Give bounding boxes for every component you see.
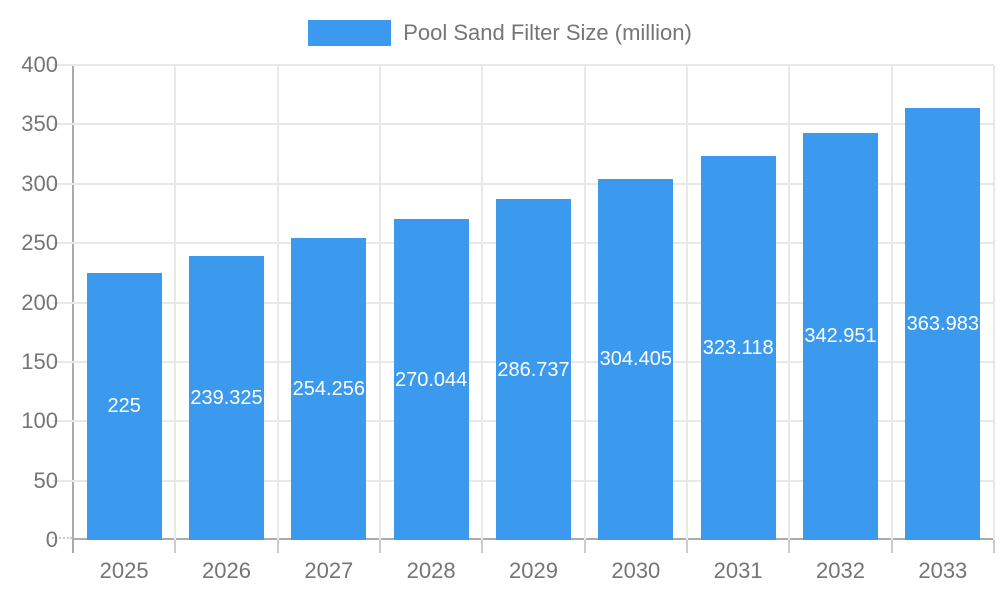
y-axis-line bbox=[72, 65, 74, 553]
x-tick-mark bbox=[276, 540, 279, 553]
y-tick-label: 200 bbox=[21, 289, 58, 315]
x-tick-label: 2029 bbox=[509, 558, 558, 583]
y-tick-label: 150 bbox=[21, 348, 58, 374]
x-tick-mark bbox=[174, 540, 177, 553]
bar-value-label: 342.951 bbox=[804, 325, 877, 348]
gridline-vertical bbox=[890, 65, 893, 540]
x-tick-mark bbox=[788, 540, 791, 553]
gridline-vertical bbox=[379, 65, 381, 540]
gridline-vertical bbox=[686, 65, 688, 540]
bar: 239.325 bbox=[189, 255, 264, 540]
bar-value-label: 239.325 bbox=[190, 386, 263, 409]
x-tick-mark bbox=[686, 540, 688, 553]
y-tick-label: 400 bbox=[21, 52, 58, 77]
y-tick-label: 0 bbox=[45, 527, 58, 552]
bar: 270.044 bbox=[393, 219, 469, 540]
y-tick-label: 300 bbox=[21, 170, 58, 196]
legend-label: Pool Sand Filter Size (million) bbox=[403, 20, 692, 45]
bar-value-label: 323.118 bbox=[702, 337, 774, 360]
x-tick-mark bbox=[379, 540, 381, 553]
x-tick-label: 2028 bbox=[406, 558, 456, 583]
x-tick-mark bbox=[890, 540, 893, 553]
bar: 254.256 bbox=[291, 238, 367, 540]
y-tick-label: 350 bbox=[21, 111, 58, 137]
gridline-horizontal bbox=[53, 64, 994, 66]
zero-tick-leader bbox=[52, 537, 72, 539]
bar-value-label: 225 bbox=[107, 395, 141, 418]
x-tick-label: 2032 bbox=[816, 558, 865, 583]
x-tick-label: 2031 bbox=[713, 558, 763, 583]
bar-value-label: 304.405 bbox=[599, 348, 672, 371]
bar: 323.118 bbox=[700, 156, 776, 540]
x-tick-label: 2026 bbox=[202, 558, 251, 583]
gridline-vertical bbox=[174, 65, 177, 540]
bar-value-label: 363.983 bbox=[906, 312, 979, 335]
x-tick-label: 2030 bbox=[611, 558, 661, 583]
gridline-vertical bbox=[276, 65, 279, 540]
y-tick-label: 50 bbox=[33, 467, 58, 493]
plot-area: 225 239.325 254.256 270.044 286.737 304.405 32… bbox=[52, 64, 995, 553]
x-tick-mark bbox=[583, 540, 586, 553]
x-tick-label: 2025 bbox=[99, 558, 149, 583]
bar: 342.951 bbox=[803, 132, 878, 540]
gridline-horizontal bbox=[53, 182, 994, 185]
x-tick-label: 2027 bbox=[304, 558, 354, 583]
bar: 225 bbox=[86, 272, 162, 540]
y-tick-label: 250 bbox=[21, 230, 58, 256]
x-tick-mark bbox=[993, 540, 995, 553]
bar-value-label: 286.737 bbox=[497, 358, 570, 381]
gridline-vertical bbox=[583, 65, 586, 540]
legend: Pool Sand Filter Size (million) bbox=[0, 17, 1000, 49]
gridline-horizontal bbox=[53, 123, 994, 126]
gridline-vertical bbox=[788, 65, 791, 540]
gridline-vertical bbox=[481, 65, 484, 540]
bar: 286.737 bbox=[496, 199, 571, 540]
bar-value-label: 270.044 bbox=[395, 368, 468, 391]
y-tick-label: 100 bbox=[21, 408, 58, 434]
bar-value-label: 254.256 bbox=[292, 378, 365, 401]
gridline-vertical bbox=[993, 65, 995, 540]
x-tick-label: 2033 bbox=[918, 558, 968, 583]
bar: 363.983 bbox=[905, 107, 981, 540]
legend-swatch bbox=[308, 20, 392, 46]
bar: 304.405 bbox=[598, 178, 674, 540]
x-tick-mark bbox=[481, 540, 484, 553]
